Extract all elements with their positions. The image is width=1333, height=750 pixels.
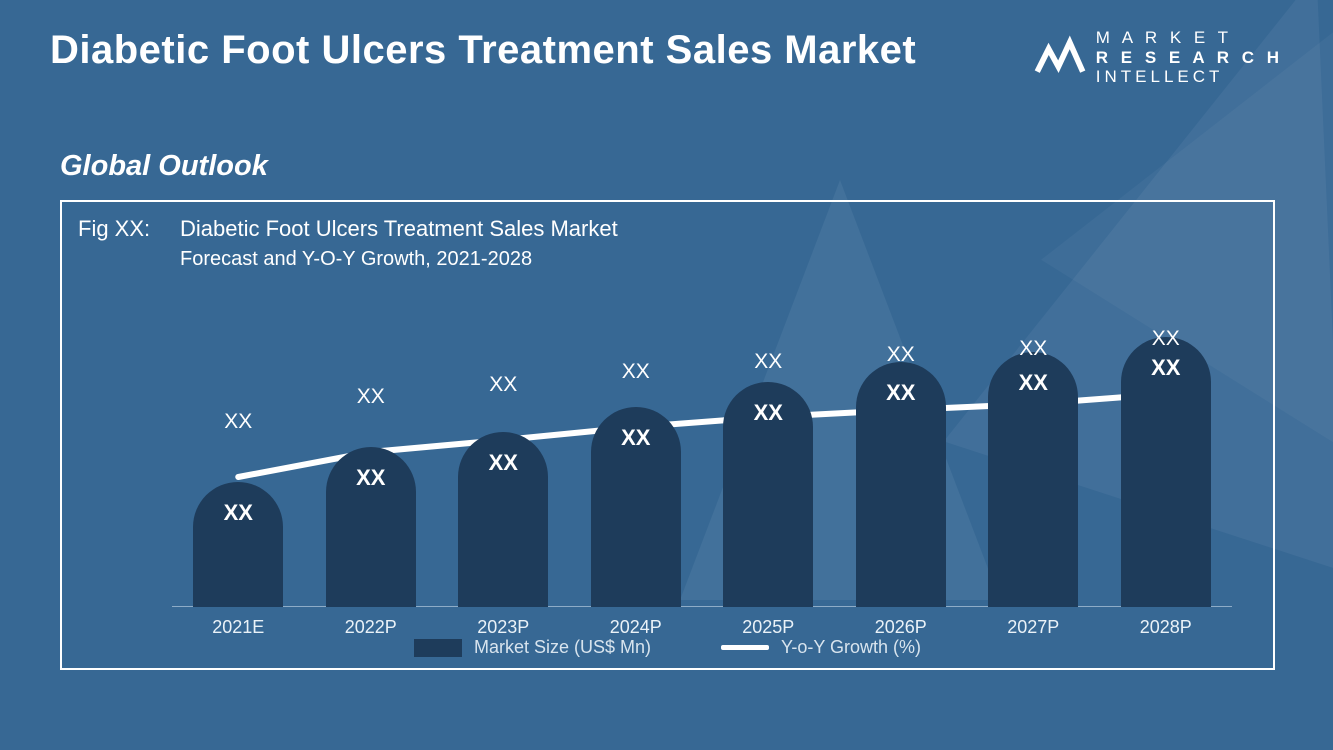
figure-title: Diabetic Foot Ulcers Treatment Sales Mar… bbox=[180, 216, 618, 242]
line-point-label: XX bbox=[754, 350, 782, 374]
x-axis-label: 2021E bbox=[193, 617, 283, 638]
x-axis-label: 2023P bbox=[458, 617, 548, 638]
legend-label-bar: Market Size (US$ Mn) bbox=[474, 637, 651, 658]
bar-value-label: XX bbox=[356, 465, 385, 491]
x-axis-label: 2024P bbox=[591, 617, 681, 638]
bar-value-label: XX bbox=[886, 380, 915, 406]
x-axis-label: 2027P bbox=[988, 617, 1078, 638]
legend-item-bar: Market Size (US$ Mn) bbox=[414, 637, 651, 658]
line-point-label: XX bbox=[224, 410, 252, 434]
chart-container: Fig XX: Diabetic Foot Ulcers Treatment S… bbox=[60, 200, 1275, 670]
bar: XX2028P bbox=[1121, 337, 1211, 607]
x-axis-label: 2026P bbox=[856, 617, 946, 638]
bar-value-label: XX bbox=[1151, 355, 1180, 381]
legend-swatch-line bbox=[721, 645, 769, 650]
legend-item-line: Y-o-Y Growth (%) bbox=[721, 637, 921, 658]
line-point-label: XX bbox=[357, 385, 385, 409]
section-subtitle: Global Outlook bbox=[60, 150, 268, 183]
figure-subtitle: Forecast and Y-O-Y Growth, 2021-2028 bbox=[180, 248, 532, 271]
bar-value-label: XX bbox=[621, 425, 650, 451]
bar-value-label: XX bbox=[489, 450, 518, 476]
line-point-label: XX bbox=[622, 360, 650, 384]
line-point-label: XX bbox=[1152, 327, 1180, 351]
brand-logo: M A R K E T R E S E A R C H INTELLECT bbox=[1034, 28, 1283, 87]
logo-icon bbox=[1034, 31, 1086, 83]
logo-line3: INTELLECT bbox=[1096, 67, 1283, 87]
page-title: Diabetic Foot Ulcers Treatment Sales Mar… bbox=[50, 28, 916, 73]
line-point-label: XX bbox=[1019, 337, 1047, 361]
x-axis-label: 2028P bbox=[1121, 617, 1211, 638]
bar-value-label: XX bbox=[754, 400, 783, 426]
bar: XX2023P bbox=[458, 432, 548, 607]
bar: XX2026P bbox=[856, 362, 946, 607]
figure-label: Fig XX: bbox=[78, 216, 150, 242]
bar: XX2024P bbox=[591, 407, 681, 607]
logo-line2: R E S E A R C H bbox=[1096, 48, 1283, 67]
header: Diabetic Foot Ulcers Treatment Sales Mar… bbox=[50, 28, 1283, 87]
chart-plot-area: XX2021EXXXX2022PXXXX2023PXXXX2024PXXXX20… bbox=[172, 282, 1232, 607]
logo-text: M A R K E T R E S E A R C H INTELLECT bbox=[1096, 28, 1283, 87]
bar: XX2022P bbox=[326, 447, 416, 607]
legend-swatch-bar bbox=[414, 639, 462, 657]
bar-value-label: XX bbox=[1019, 370, 1048, 396]
bar: XX2021E bbox=[193, 482, 283, 607]
logo-line1: M A R K E T bbox=[1096, 28, 1283, 48]
legend-label-line: Y-o-Y Growth (%) bbox=[781, 637, 921, 658]
x-axis-label: 2022P bbox=[326, 617, 416, 638]
line-point-label: XX bbox=[489, 373, 517, 397]
bar-value-label: XX bbox=[224, 500, 253, 526]
x-axis-label: 2025P bbox=[723, 617, 813, 638]
bar: XX2027P bbox=[988, 352, 1078, 607]
legend: Market Size (US$ Mn) Y-o-Y Growth (%) bbox=[62, 637, 1273, 658]
line-point-label: XX bbox=[887, 343, 915, 367]
bar: XX2025P bbox=[723, 382, 813, 607]
